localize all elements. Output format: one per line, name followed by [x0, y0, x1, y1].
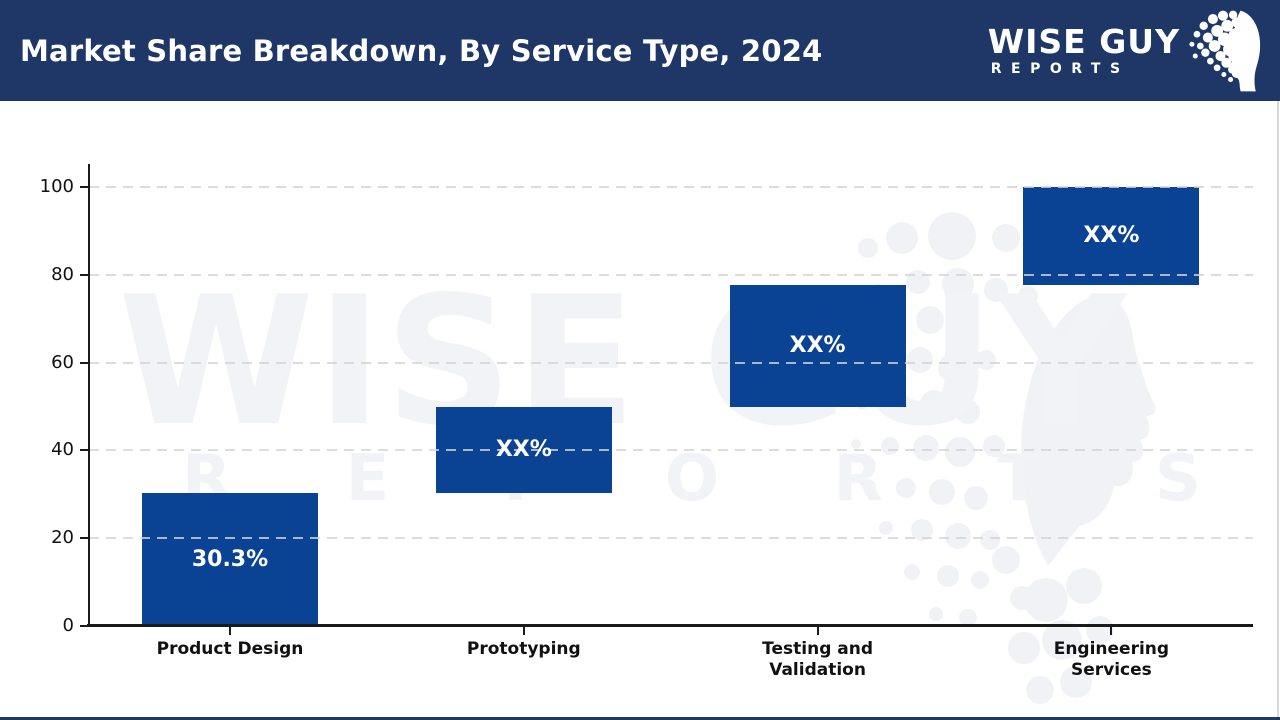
y-tick-mark	[80, 186, 89, 188]
gridline-60	[89, 361, 1253, 364]
logo-face-dots-icon	[1189, 10, 1261, 92]
bar-2	[729, 284, 906, 407]
watermark-reports: R E P O R T S	[182, 442, 1248, 516]
y-tick-label: 60	[51, 351, 74, 373]
x-axis-line	[87, 624, 1253, 627]
x-tick-mark	[229, 627, 231, 635]
category-label-line: Services	[1070, 660, 1152, 680]
y-tick-mark	[80, 537, 89, 540]
app-header: Market Share Breakdown, By Service Type,…	[0, 0, 1280, 101]
logo-wordmark: WISE GUY	[987, 22, 1180, 61]
category-label-line: Product Design	[156, 639, 304, 659]
gridline-20	[89, 537, 1253, 540]
category-label-line: Validation	[769, 660, 866, 680]
gridline-40	[89, 449, 1253, 452]
y-tick-mark	[80, 361, 89, 364]
bar-value-label: XX%	[789, 333, 846, 359]
category-label: Product Design	[110, 639, 350, 660]
y-tick-label: 40	[51, 439, 74, 461]
wiseguy-logo: WISE GUY REPORTS	[988, 9, 1264, 93]
category-label-line: Engineering	[1053, 639, 1170, 659]
bar-0	[142, 492, 318, 626]
footer-accent-bar	[0, 717, 1280, 720]
x-tick-mark	[816, 627, 819, 635]
y-tick-label: 0	[62, 615, 74, 636]
gridline-80	[89, 273, 1253, 276]
bar-3	[1023, 187, 1200, 285]
bar-value-label: XX%	[1083, 223, 1140, 249]
y-tick-label: 80	[51, 263, 74, 285]
x-tick-mark	[1110, 627, 1113, 635]
y-tick-label: 20	[51, 527, 74, 549]
logo-reports: REPORTS	[990, 61, 1130, 77]
gridline-100	[89, 186, 1253, 188]
y-tick-mark	[80, 273, 89, 276]
y-tick-mark	[80, 625, 89, 627]
category-label-line: Prototyping	[466, 639, 581, 659]
plot-right-border	[1277, 101, 1279, 717]
category-label: Testing and Validation	[698, 639, 938, 681]
category-label-line: Testing and	[762, 639, 874, 659]
bar-value-label: XX%	[495, 437, 552, 463]
watermark-wordmark: WISE GUY	[118, 258, 1128, 465]
y-axis-spine	[88, 164, 90, 627]
page-title: Market Share Breakdown, By Service Type,…	[20, 33, 823, 68]
x-tick-mark	[522, 627, 525, 635]
y-tick-label: 100	[39, 176, 74, 197]
y-tick-mark	[80, 449, 89, 452]
logo-text: WISE GUY REPORTS	[988, 24, 1180, 78]
bar-value-label: 30.3%	[191, 546, 269, 572]
category-label: Engineering Services	[991, 639, 1231, 681]
category-label: Prototyping	[404, 639, 644, 660]
